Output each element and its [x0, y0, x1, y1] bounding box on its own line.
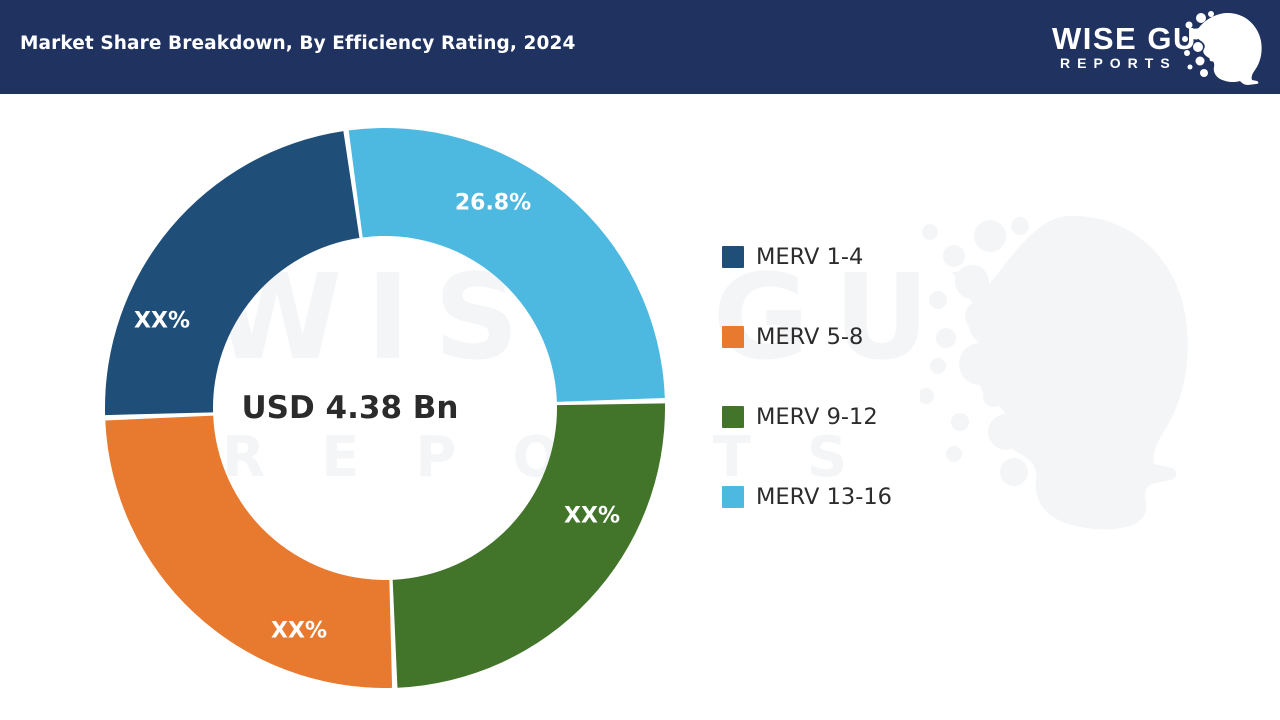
legend-color-swatch: [722, 406, 744, 428]
legend-item-label: MERV 9-12: [756, 404, 878, 430]
legend-item[interactable]: MERV 13-16: [722, 484, 982, 510]
slice-data-label: XX%: [134, 308, 190, 334]
center-value-label: USD 4.38 Bn: [241, 390, 459, 426]
brand-logo[interactable]: WISE GUY REPORTS: [1048, 7, 1272, 87]
legend-item-label: MERV 5-8: [756, 324, 864, 350]
donut-chart-svg: [105, 128, 665, 688]
header-bar: Market Share Breakdown, By Efficiency Ra…: [0, 0, 1280, 94]
legend-item-label: MERV 1-4: [756, 244, 864, 270]
donut-slice[interactable]: [105, 415, 393, 688]
donut-slice[interactable]: [348, 128, 665, 402]
donut-slice[interactable]: [392, 403, 665, 688]
legend-item[interactable]: MERV 1-4: [722, 244, 982, 270]
logo-text-secondary: REPORTS: [1060, 55, 1177, 71]
legend-item[interactable]: MERV 5-8: [722, 324, 982, 350]
legend-item-label: MERV 13-16: [756, 484, 892, 510]
legend-item[interactable]: MERV 9-12: [722, 404, 982, 430]
legend-color-swatch: [722, 486, 744, 508]
donut-chart: 26.8% XX% XX% XX% USD 4.38 Bn: [0, 94, 700, 720]
logo-head-icon: [1182, 11, 1262, 85]
slice-data-label: XX%: [564, 503, 620, 529]
page-title: Market Share Breakdown, By Efficiency Ra…: [20, 33, 576, 54]
legend-color-swatch: [722, 246, 744, 268]
slice-data-label: XX%: [271, 618, 327, 644]
donut-slice[interactable]: [105, 131, 360, 416]
chart-legend: MERV 1-4 MERV 5-8 MERV 9-12 MERV 13-16: [722, 244, 982, 564]
legend-color-swatch: [722, 326, 744, 348]
slice-data-label: 26.8%: [454, 190, 532, 216]
